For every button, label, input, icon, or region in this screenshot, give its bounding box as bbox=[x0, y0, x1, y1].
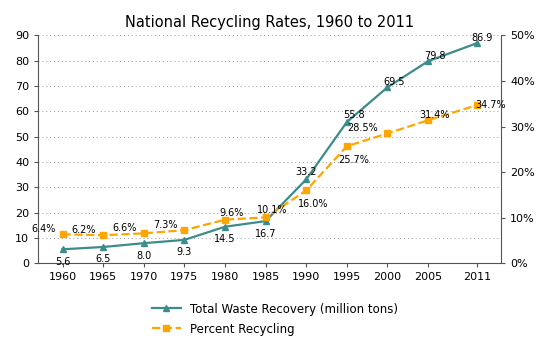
Percent Recycling bbox=[262, 215, 269, 219]
Total Waste Recovery (million tons) bbox=[262, 219, 269, 223]
Percent Recycling bbox=[425, 118, 431, 122]
Percent Recycling bbox=[181, 228, 188, 232]
Total Waste Recovery (million tons) bbox=[474, 41, 480, 45]
Percent Recycling bbox=[344, 144, 350, 148]
Line: Percent Recycling: Percent Recycling bbox=[59, 102, 480, 239]
Text: 31.4%: 31.4% bbox=[420, 110, 450, 120]
Total Waste Recovery (million tons) bbox=[303, 177, 310, 181]
Text: 14.5: 14.5 bbox=[214, 234, 236, 244]
Text: 10.1%: 10.1% bbox=[257, 205, 288, 216]
Total Waste Recovery (million tons) bbox=[222, 225, 228, 229]
Total Waste Recovery (million tons) bbox=[181, 238, 188, 242]
Text: 6.2%: 6.2% bbox=[72, 225, 96, 235]
Total Waste Recovery (million tons) bbox=[425, 59, 431, 63]
Text: 9.6%: 9.6% bbox=[220, 208, 244, 218]
Text: 86.9: 86.9 bbox=[472, 33, 493, 43]
Text: 55.8: 55.8 bbox=[343, 110, 365, 120]
Total Waste Recovery (million tons) bbox=[384, 85, 391, 89]
Title: National Recycling Rates, 1960 to 2011: National Recycling Rates, 1960 to 2011 bbox=[125, 15, 414, 30]
Total Waste Recovery (million tons) bbox=[140, 241, 147, 245]
Text: 6.4%: 6.4% bbox=[31, 224, 55, 234]
Text: 33.2: 33.2 bbox=[295, 167, 317, 177]
Text: 7.3%: 7.3% bbox=[153, 219, 177, 230]
Total Waste Recovery (million tons) bbox=[100, 245, 107, 249]
Total Waste Recovery (million tons) bbox=[344, 120, 350, 124]
Percent Recycling bbox=[303, 188, 310, 193]
Text: 79.8: 79.8 bbox=[424, 51, 446, 61]
Percent Recycling bbox=[59, 232, 66, 236]
Percent Recycling bbox=[140, 231, 147, 236]
Text: 28.5%: 28.5% bbox=[347, 123, 378, 133]
Percent Recycling bbox=[100, 233, 107, 237]
Text: 5.6: 5.6 bbox=[55, 257, 70, 267]
Text: 69.5: 69.5 bbox=[384, 77, 405, 87]
Text: 9.3: 9.3 bbox=[177, 247, 192, 257]
Total Waste Recovery (million tons) bbox=[59, 247, 66, 251]
Legend: Total Waste Recovery (million tons), Percent Recycling: Total Waste Recovery (million tons), Per… bbox=[147, 298, 403, 341]
Percent Recycling bbox=[384, 131, 391, 135]
Text: 16.7: 16.7 bbox=[255, 229, 277, 239]
Text: 34.7%: 34.7% bbox=[475, 100, 506, 110]
Percent Recycling bbox=[222, 218, 228, 222]
Text: 6.5: 6.5 bbox=[96, 254, 111, 265]
Text: 16.0%: 16.0% bbox=[298, 199, 328, 209]
Text: 6.6%: 6.6% bbox=[112, 223, 136, 233]
Line: Total Waste Recovery (million tons): Total Waste Recovery (million tons) bbox=[59, 40, 480, 253]
Percent Recycling bbox=[474, 103, 480, 107]
Text: 8.0: 8.0 bbox=[136, 251, 151, 261]
Text: 25.7%: 25.7% bbox=[338, 155, 369, 165]
